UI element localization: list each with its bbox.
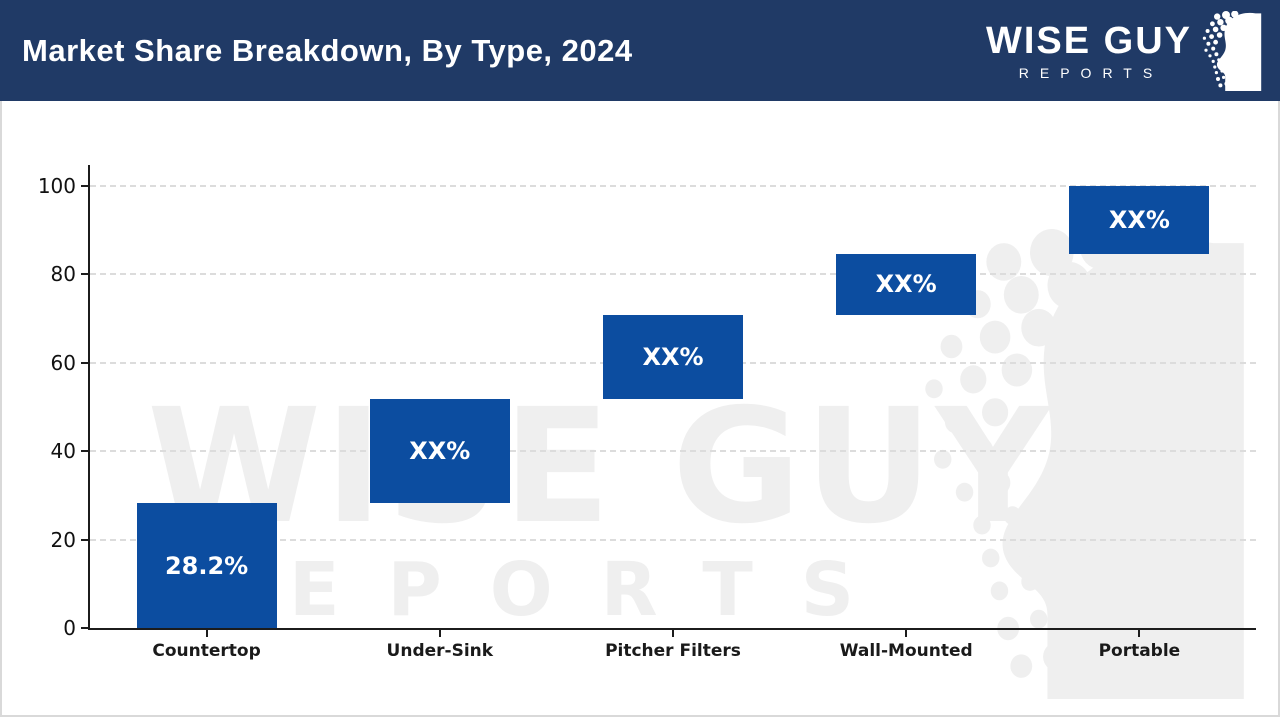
x-category-label-pitcher-filters: Pitcher Filters [605, 641, 741, 661]
bar-value-label-pitcher-filters: XX% [642, 343, 704, 372]
gridline-100 [90, 185, 1256, 187]
x-tick-under-sink [438, 630, 441, 637]
bar-value-label-portable: XX% [1108, 205, 1170, 234]
page-title: Market Share Breakdown, By Type, 2024 [22, 32, 633, 68]
wiseguy-logo: WISE GUY REPORTS [986, 0, 1266, 101]
y-tick-label-40: 40 [50, 439, 76, 464]
x-category-label-wall-mounted: Wall-Mounted [839, 641, 973, 661]
bar-value-label-countertop: 28.2% [164, 551, 249, 580]
x-axis-line [88, 628, 1256, 630]
bar-value-label-wall-mounted: XX% [875, 270, 937, 299]
bar-countertop: 28.2% [136, 503, 277, 628]
x-category-label-under-sink: Under-Sink [386, 641, 494, 661]
logo-subtitle: REPORTS [1018, 64, 1164, 81]
y-tick-label-100: 100 [37, 174, 76, 198]
x-tick-pitcher-filters [672, 630, 674, 637]
gridline-80 [90, 273, 1256, 276]
bar-value-label-under-sink: XX% [409, 437, 471, 466]
y-tick-40 [81, 450, 90, 453]
logo-face-icon [1178, 11, 1266, 91]
bar-pitcher-filters: XX% [603, 315, 743, 400]
bar-portable: XX% [1069, 186, 1210, 254]
y-tick-20 [81, 538, 90, 541]
y-tick-100 [81, 185, 90, 187]
x-tick-countertop [205, 630, 208, 637]
y-tick-label-60: 60 [50, 350, 76, 375]
x-category-label-countertop: Countertop [152, 641, 261, 661]
y-tick-label-20: 20 [50, 527, 76, 552]
header-band: Market Share Breakdown, By Type, 2024 WI… [0, 0, 1280, 101]
watermark-subtitle: REPORTS [184, 547, 903, 633]
x-tick-wall-mounted [905, 630, 908, 637]
y-tick-60 [81, 361, 90, 364]
x-tick-portable [1138, 630, 1141, 637]
gridline-40 [90, 450, 1256, 453]
gridline-20 [90, 538, 1256, 541]
bar-wall-mounted: XX% [836, 253, 977, 316]
y-tick-label-0: 0 [63, 616, 76, 640]
y-axis-line [88, 165, 90, 630]
logo-wordmark: WISE GUY [985, 19, 1192, 62]
y-tick-label-80: 80 [50, 262, 76, 287]
chart-figure: WISE GUY REPORTS 0 20 40 60 80 100 28.2% Counte… [0, 101, 1280, 717]
y-tick-80 [81, 273, 90, 276]
y-tick-0 [81, 627, 90, 629]
bar-under-sink: XX% [369, 399, 510, 504]
watermark-wordmark: WISE GUY [147, 375, 1054, 559]
logo-text: WISE GUY REPORTS [986, 22, 1192, 80]
x-category-label-portable: Portable [1098, 641, 1181, 661]
